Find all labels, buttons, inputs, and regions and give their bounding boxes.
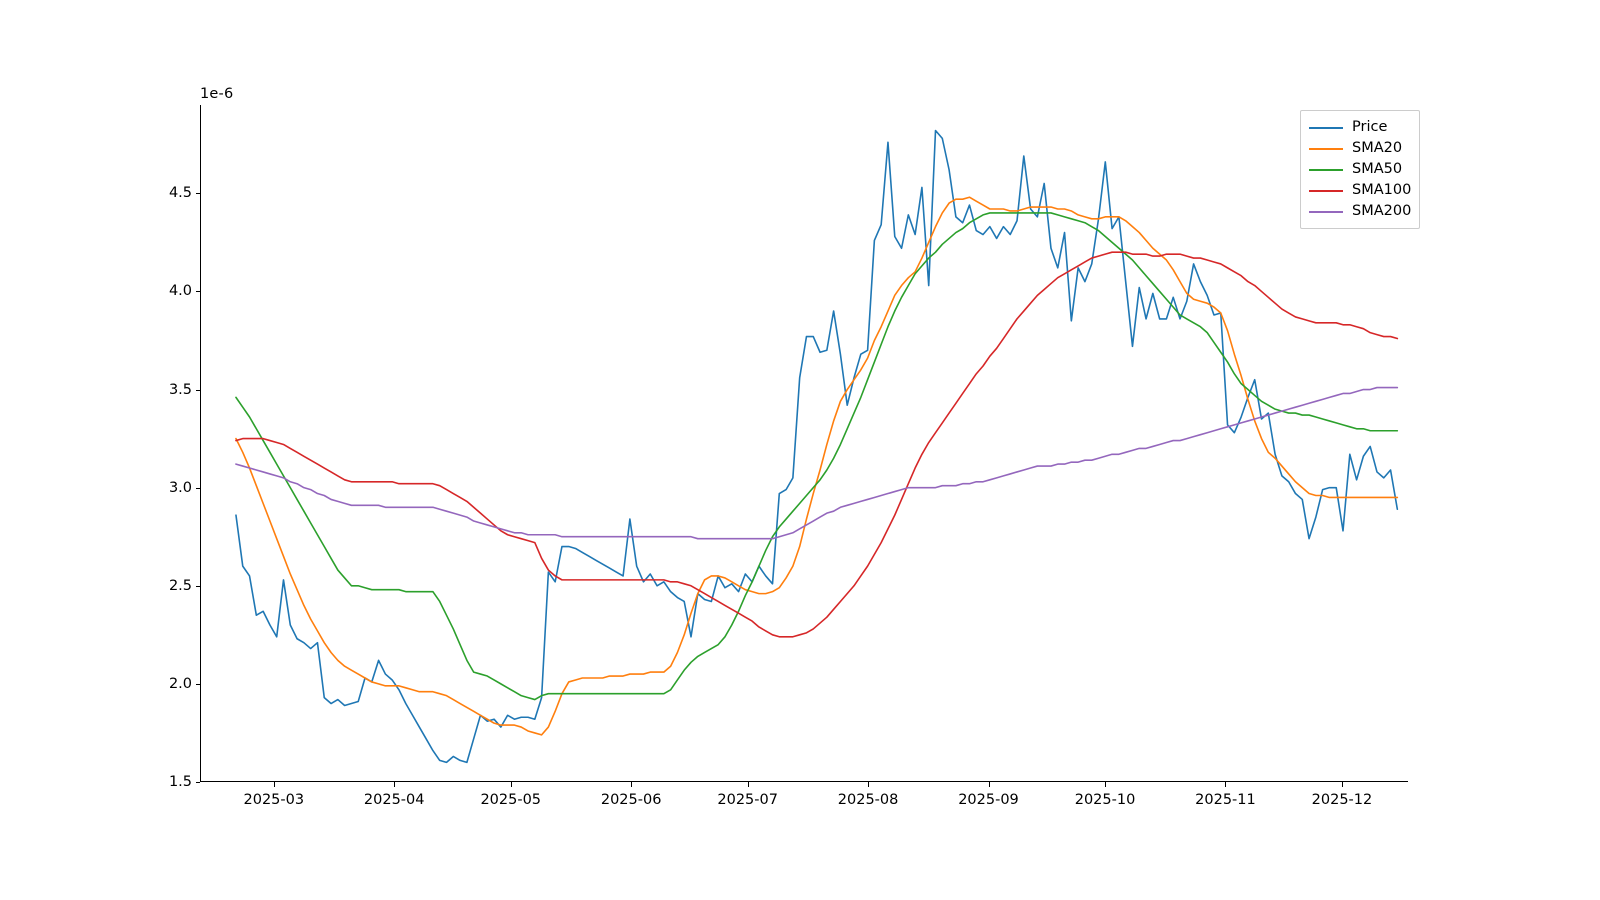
legend-item-sma20[interactable]: SMA20 — [1309, 138, 1411, 159]
legend-swatch-sma200 — [1309, 210, 1343, 213]
plot-area — [200, 105, 1408, 782]
series-line-sma20 — [235, 196, 1399, 736]
legend-swatch-sma100 — [1309, 189, 1343, 192]
legend-item-price[interactable]: Price — [1309, 117, 1411, 138]
legend-label: SMA50 — [1352, 161, 1403, 178]
x-tick-label: 2025-04 — [363, 792, 425, 808]
x-tick-mark — [273, 782, 275, 787]
y-tick-mark — [195, 389, 200, 391]
legend-label: Price — [1352, 119, 1388, 136]
x-tick-mark — [1105, 782, 1107, 787]
x-tick-mark — [1341, 782, 1343, 787]
series-line-sma50 — [235, 212, 1399, 701]
y-tick-label: 3.5 — [168, 381, 192, 398]
legend-label: SMA200 — [1352, 203, 1412, 220]
x-tick-label: 2025-07 — [717, 792, 778, 808]
legend-item-sma50[interactable]: SMA50 — [1309, 159, 1411, 180]
x-tick-label: 2025-05 — [480, 792, 542, 808]
x-tick-label: 2025-12 — [1311, 792, 1373, 808]
y-tick-mark — [195, 585, 200, 587]
y-tick-mark — [195, 291, 200, 293]
x-tick-mark — [510, 782, 512, 787]
legend-label: SMA100 — [1352, 182, 1412, 199]
legend-swatch-sma50 — [1309, 168, 1343, 171]
y-tick-mark — [195, 487, 200, 489]
legend-item-sma200[interactable]: SMA200 — [1309, 201, 1411, 222]
y-tick-label: 2.5 — [168, 577, 192, 594]
x-tick-label: 2025-03 — [243, 792, 305, 808]
series-line-sma100 — [235, 251, 1399, 638]
legend-label: SMA20 — [1352, 140, 1403, 157]
x-tick-label: 2025-09 — [958, 792, 1019, 808]
x-tick-label: 2025-06 — [600, 792, 662, 808]
x-tick-mark — [747, 782, 749, 787]
legend-swatch-sma20 — [1309, 147, 1343, 150]
y-tick-mark — [195, 193, 200, 195]
x-tick-mark — [988, 782, 990, 787]
y-tick-label: 3.0 — [168, 479, 192, 496]
x-tick-label: 2025-10 — [1074, 792, 1136, 808]
x-tick-mark — [868, 782, 870, 787]
series-line-sma200 — [235, 386, 1399, 540]
legend-item-sma100[interactable]: SMA100 — [1309, 180, 1411, 201]
y-tick-label: 2.0 — [168, 675, 192, 692]
x-tick-mark — [394, 782, 396, 787]
legend-swatch-price — [1309, 126, 1343, 129]
x-tick-mark — [631, 782, 633, 787]
y-tick-label: 4.5 — [168, 185, 192, 202]
series-canvas — [235, 129, 1399, 764]
series-line-price — [235, 129, 1399, 764]
y-tick-label: 4.0 — [168, 283, 192, 300]
chart-legend: Price SMA20 SMA50 SMA100 SMA200 — [1300, 110, 1421, 229]
y-tick-label: 1.5 — [168, 774, 192, 790]
x-tick-label: 2025-08 — [837, 792, 899, 808]
y-tick-mark — [195, 683, 200, 685]
y-tick-mark — [195, 782, 200, 783]
y-axis-offset-label: 1e-6 — [200, 86, 234, 102]
x-tick-mark — [1225, 782, 1227, 787]
x-axis-tick-labels: 2025-03 2025-04 2025-05 2025-06 2025-07 2025-… — [200, 782, 1408, 822]
y-axis-tick-labels: 1.5 2.0 2.5 3.0 3.5 4.0 4.5 — [130, 105, 192, 790]
x-tick-label: 2025-11 — [1195, 792, 1256, 808]
